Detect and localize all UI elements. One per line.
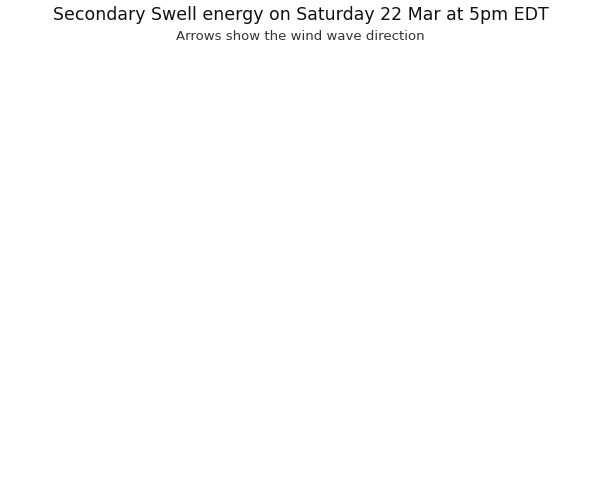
Text: Secondary Swell energy on Saturday 22 Mar at 5pm EDT: Secondary Swell energy on Saturday 22 Ma… <box>53 6 548 24</box>
Text: Cartopy not available: Cartopy not available <box>225 260 376 274</box>
Text: Arrows show the wind wave direction: Arrows show the wind wave direction <box>176 30 425 42</box>
